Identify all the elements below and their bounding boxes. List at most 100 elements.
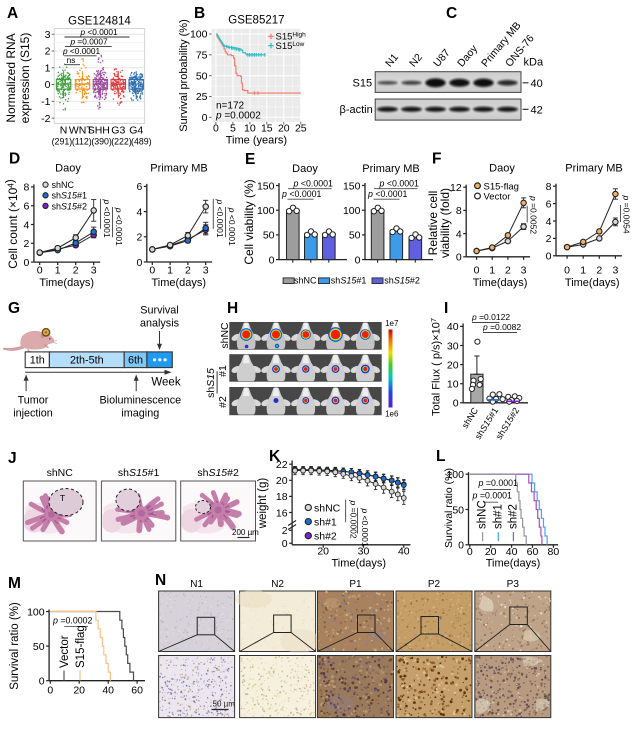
svg-text:p <0.0001: p <0.0001 xyxy=(227,207,237,246)
svg-text:N1: N1 xyxy=(190,579,203,590)
svg-text:Vector: Vector xyxy=(59,635,71,668)
svg-text:2: 2 xyxy=(505,264,511,276)
svg-text:1e7: 1e7 xyxy=(385,319,399,328)
svg-text:0: 0 xyxy=(47,685,53,697)
svg-text:(489): (489) xyxy=(131,137,152,147)
svg-text:2: 2 xyxy=(24,238,30,250)
svg-text:shS15#1: shS15#1 xyxy=(331,275,367,285)
svg-text:Time (years): Time (years) xyxy=(226,135,287,147)
svg-text:shS15#2: shS15#2 xyxy=(384,275,420,285)
svg-text:N: N xyxy=(155,572,166,589)
svg-text:GSE85217: GSE85217 xyxy=(228,15,284,27)
svg-text:S15-flag: S15-flag xyxy=(75,625,87,668)
svg-text:T: T xyxy=(60,493,65,503)
svg-text:shS15#1: shS15#1 xyxy=(118,467,160,479)
svg-text:1: 1 xyxy=(167,264,173,276)
svg-text:P1: P1 xyxy=(349,579,362,590)
svg-text:shNC: shNC xyxy=(294,275,317,285)
svg-text:30: 30 xyxy=(358,546,370,558)
svg-text:50: 50 xyxy=(263,230,275,242)
svg-text:0: 0 xyxy=(458,540,464,552)
svg-text:2: 2 xyxy=(136,232,142,244)
svg-text:50 µm: 50 µm xyxy=(213,700,236,709)
svg-text:analysis: analysis xyxy=(140,318,180,330)
svg-text:6th: 6th xyxy=(128,355,143,367)
svg-text:10: 10 xyxy=(244,123,256,135)
svg-text:p =0.0052: p =0.0052 xyxy=(529,195,539,234)
svg-text:shNC: shNC xyxy=(219,322,231,349)
svg-text:M: M xyxy=(8,575,21,592)
svg-text:Daoy: Daoy xyxy=(55,163,81,175)
svg-text:shS15#2: shS15#2 xyxy=(52,201,88,211)
svg-text:50: 50 xyxy=(349,230,361,242)
svg-text:(222): (222) xyxy=(111,137,132,147)
svg-text:SHH: SHH xyxy=(88,125,110,137)
svg-text:8: 8 xyxy=(456,205,462,217)
svg-text:0: 0 xyxy=(282,538,288,550)
svg-text:N1: N1 xyxy=(383,51,401,69)
svg-text:42: 42 xyxy=(531,104,543,116)
svg-text:4: 4 xyxy=(24,219,30,231)
svg-text:0: 0 xyxy=(45,79,51,91)
svg-text:p =0.0054: p =0.0054 xyxy=(622,195,632,234)
svg-text:22: 22 xyxy=(276,459,288,471)
svg-text:Survival probability (%): Survival probability (%) xyxy=(178,19,190,131)
svg-text:0: 0 xyxy=(202,112,208,124)
svg-text:p <0.0001: p <0.0001 xyxy=(215,199,225,238)
svg-text:15: 15 xyxy=(261,123,273,135)
svg-text:0: 0 xyxy=(37,264,43,276)
svg-text:p =0.0007: p =0.0007 xyxy=(70,37,109,47)
svg-text:ns: ns xyxy=(67,55,76,65)
svg-text:2: 2 xyxy=(546,233,552,245)
svg-text:Week: Week xyxy=(151,377,180,389)
svg-text:shNC: shNC xyxy=(477,500,489,529)
svg-text:16: 16 xyxy=(276,507,288,519)
svg-text:#2: #2 xyxy=(217,396,229,408)
svg-text:60: 60 xyxy=(131,685,143,697)
svg-text:0: 0 xyxy=(456,252,462,264)
svg-text:S15: S15 xyxy=(353,78,373,90)
svg-text:Total Flux ( p/s)×107: Total Flux ( p/s)×107 xyxy=(429,318,443,416)
svg-text:p <0.0001: p <0.0001 xyxy=(80,27,119,37)
svg-text:100: 100 xyxy=(27,606,45,618)
svg-text:E: E xyxy=(245,151,255,168)
svg-text:p =0.0002: p =0.0002 xyxy=(52,616,93,626)
svg-text:20: 20 xyxy=(317,546,329,558)
svg-text:50: 50 xyxy=(33,641,45,653)
svg-text:2th-5th: 2th-5th xyxy=(70,355,104,367)
svg-text:Cell viability (%): Cell viability (%) xyxy=(242,179,256,264)
svg-text:20: 20 xyxy=(447,359,459,371)
svg-text:p =0.0001: p =0.0001 xyxy=(472,490,513,500)
svg-text:40: 40 xyxy=(506,546,518,558)
svg-text:P3: P3 xyxy=(507,579,520,590)
svg-text:p <0.0001: p <0.0001 xyxy=(379,179,420,189)
svg-text:kDa: kDa xyxy=(524,57,544,69)
svg-text:p <0.0001: p <0.0001 xyxy=(293,179,334,189)
svg-text:3: 3 xyxy=(45,29,51,41)
svg-text:L: L xyxy=(436,448,445,465)
svg-text:I: I xyxy=(444,300,448,317)
svg-text:12: 12 xyxy=(450,182,462,194)
svg-text:50: 50 xyxy=(452,504,464,516)
svg-text:G3: G3 xyxy=(111,125,125,137)
svg-text:shNC: shNC xyxy=(314,502,341,514)
svg-text:imaging: imaging xyxy=(121,408,159,420)
svg-text:4: 4 xyxy=(546,216,552,228)
svg-text:Time(days): Time(days) xyxy=(151,277,206,289)
svg-text:6: 6 xyxy=(546,198,552,210)
svg-text:injection: injection xyxy=(13,408,53,420)
svg-text:3: 3 xyxy=(203,264,209,276)
svg-text:0: 0 xyxy=(24,257,30,269)
svg-text:Time(days): Time(days) xyxy=(565,277,620,289)
svg-text:Primary MB: Primary MB xyxy=(150,163,207,175)
svg-text:0: 0 xyxy=(564,264,570,276)
svg-text:Daoy: Daoy xyxy=(489,163,515,175)
svg-text:2: 2 xyxy=(282,525,288,537)
svg-text:sh#1: sh#1 xyxy=(314,516,337,528)
svg-text:150: 150 xyxy=(343,180,361,192)
svg-text:sh#1: sh#1 xyxy=(493,504,505,529)
svg-text:18: 18 xyxy=(276,491,288,503)
svg-text:p <0.0001: p <0.0001 xyxy=(360,508,370,547)
svg-text:20: 20 xyxy=(278,123,290,135)
svg-text:p =0.0002: p =0.0002 xyxy=(215,110,261,121)
